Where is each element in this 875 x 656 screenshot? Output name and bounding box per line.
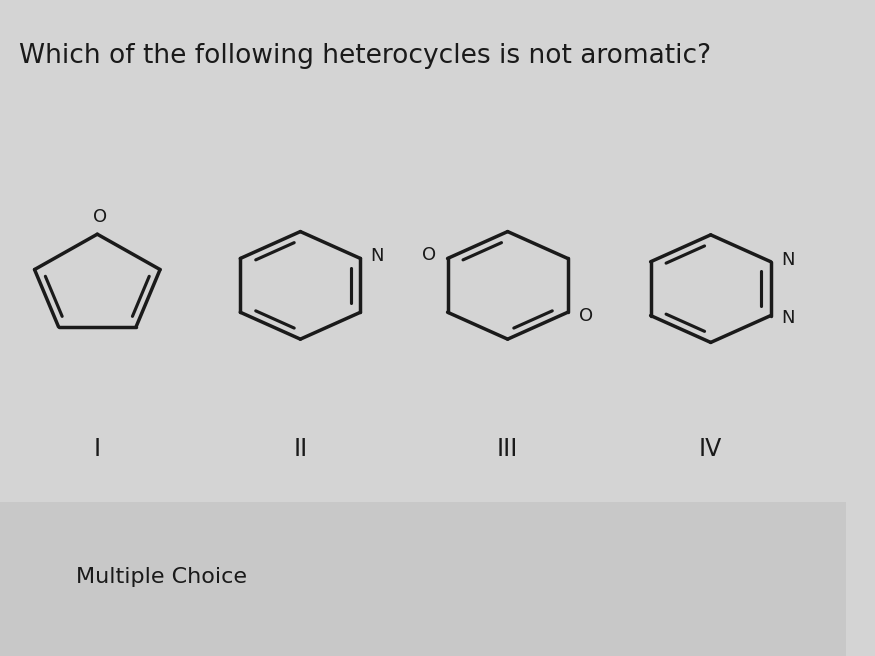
Text: N: N [371, 247, 384, 266]
Text: O: O [93, 209, 107, 226]
Text: N: N [781, 251, 794, 269]
Text: III: III [497, 438, 518, 461]
Text: O: O [423, 246, 437, 264]
Text: Multiple Choice: Multiple Choice [76, 567, 247, 587]
Text: I: I [94, 438, 101, 461]
Text: O: O [578, 306, 593, 325]
Text: IV: IV [699, 438, 723, 461]
Text: II: II [293, 438, 307, 461]
FancyBboxPatch shape [0, 502, 846, 656]
Text: N: N [781, 308, 794, 327]
Text: Which of the following heterocycles is not aromatic?: Which of the following heterocycles is n… [18, 43, 710, 69]
